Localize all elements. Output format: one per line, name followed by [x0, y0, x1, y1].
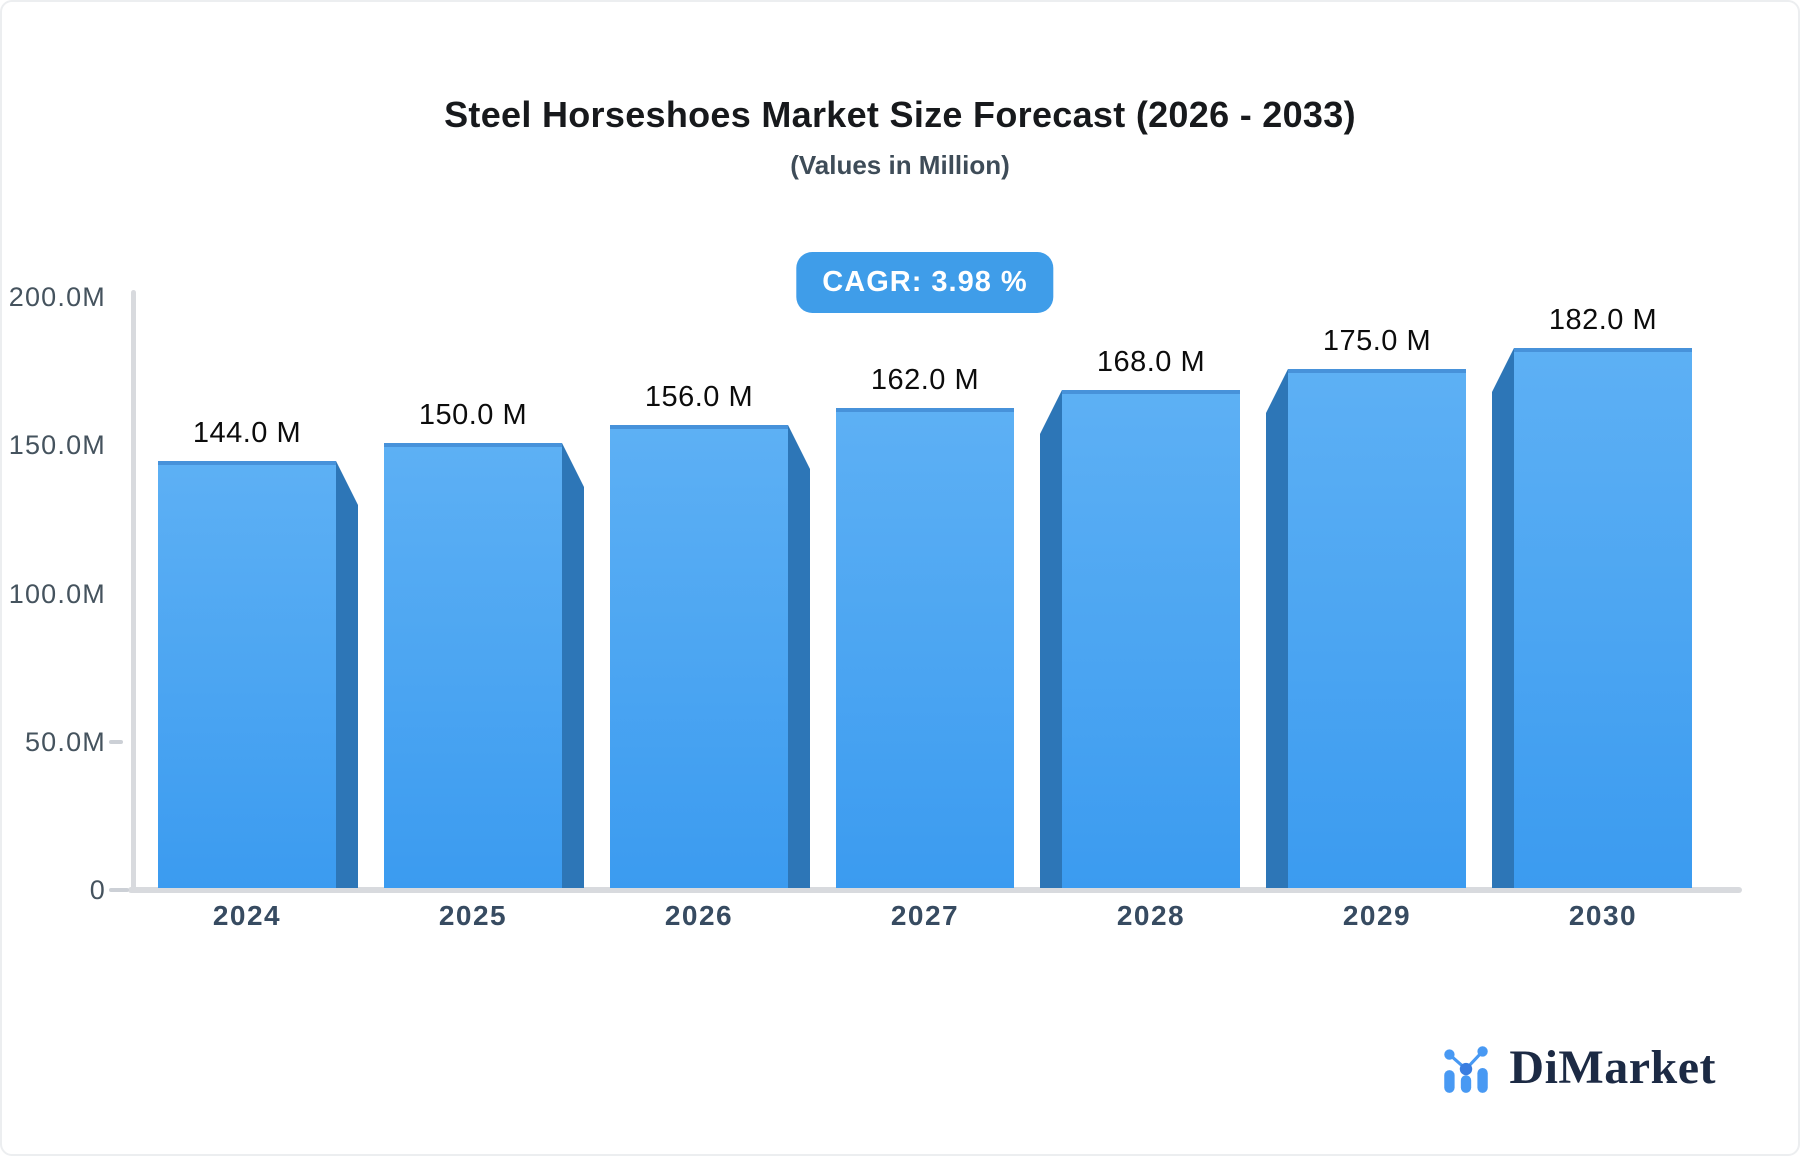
bar-value-label: 182.0 M — [1548, 304, 1658, 336]
y-axis-tick — [109, 740, 123, 744]
bar — [1062, 390, 1240, 888]
y-axis-label: 0 — [89, 875, 106, 905]
y-axis-label: 100.0M — [8, 579, 106, 609]
bar-value-label: 150.0 M — [418, 399, 528, 431]
bar-side-face — [562, 443, 584, 888]
bar-value-label: 156.0 M — [644, 381, 754, 413]
bar-side-face — [1266, 369, 1288, 888]
y-axis-line — [131, 290, 136, 893]
x-axis-label: 2030 — [1568, 900, 1638, 931]
bar-value-label: 175.0 M — [1322, 325, 1432, 357]
bar — [1514, 348, 1692, 888]
x-axis-label: 2028 — [1116, 900, 1186, 931]
bar-side-face — [1492, 348, 1514, 888]
bar — [836, 408, 1014, 888]
bar-chart-logo-icon — [1444, 1045, 1489, 1093]
y-axis-tick — [109, 888, 129, 892]
y-axis-label: 50.0M — [24, 727, 106, 757]
y-axis-label: 150.0M — [8, 430, 106, 460]
bar-side-face — [788, 425, 810, 888]
x-axis-label: 2027 — [890, 900, 960, 931]
bar — [610, 425, 788, 888]
cagr-badge: CAGR: 3.98 % — [796, 252, 1054, 313]
bar-value-label: 168.0 M — [1096, 346, 1206, 378]
brand-logo: DiMarket — [1437, 1040, 1716, 1095]
bar — [384, 443, 562, 888]
x-axis-baseline — [128, 887, 1742, 893]
brand-logo-text: DiMarket — [1509, 1041, 1716, 1094]
x-axis-label: 2026 — [664, 900, 734, 931]
bar-value-label: 144.0 M — [192, 417, 302, 449]
bar-side-face — [1040, 390, 1062, 888]
x-axis-label: 2025 — [438, 900, 508, 931]
bar-side-face — [336, 461, 358, 888]
chart-subtitle: (Values in Million) — [790, 150, 1010, 180]
bar-value-label: 162.0 M — [870, 364, 980, 396]
bar — [1288, 369, 1466, 888]
x-axis-label: 2024 — [212, 900, 282, 931]
x-axis-label: 2029 — [1342, 900, 1412, 931]
bar — [158, 461, 336, 888]
y-axis-label: 200.0M — [8, 282, 106, 312]
chart-title: Steel Horseshoes Market Size Forecast (2… — [444, 94, 1356, 135]
